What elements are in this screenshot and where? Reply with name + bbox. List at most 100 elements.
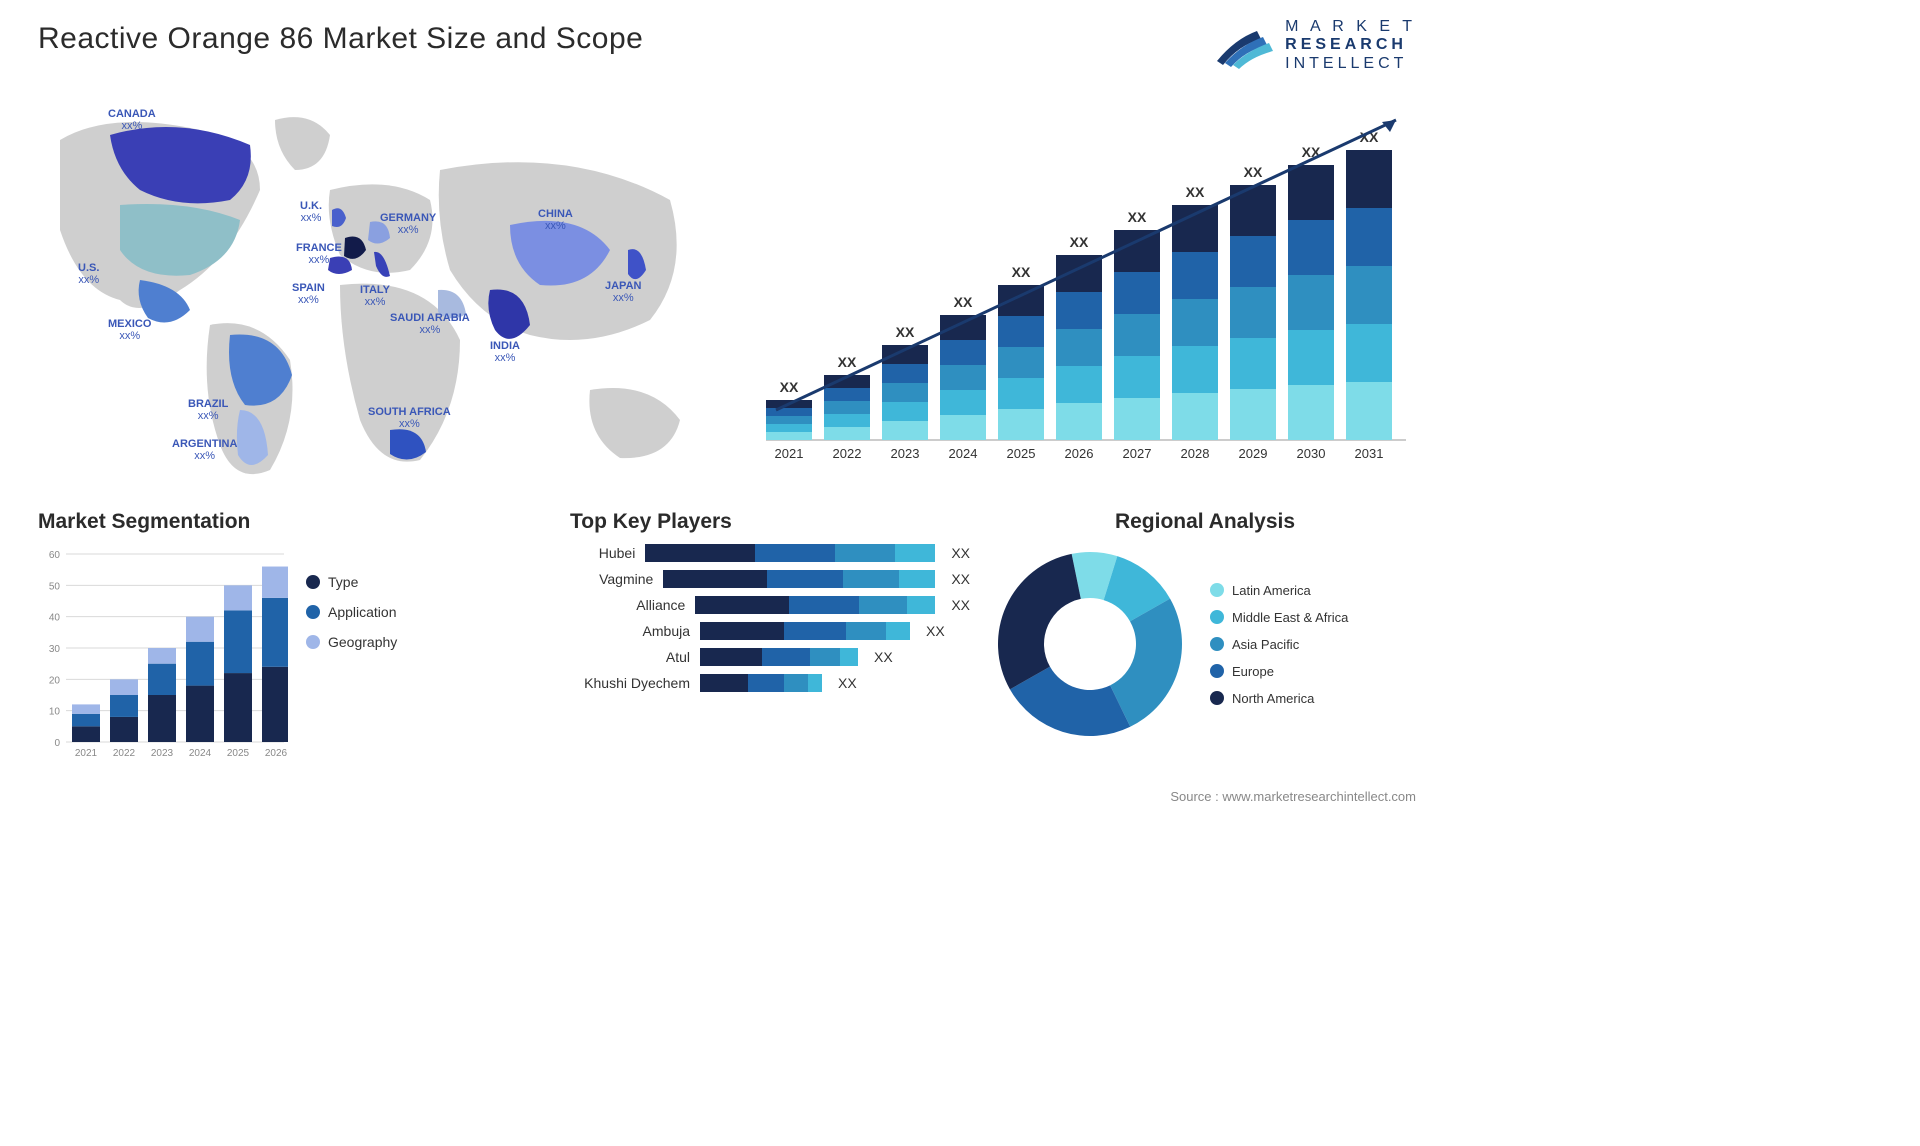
player-name: Vagmine xyxy=(570,571,653,587)
svg-text:XX: XX xyxy=(1070,234,1089,250)
player-value: XX xyxy=(951,545,970,561)
svg-text:20: 20 xyxy=(49,675,61,686)
map-label-spain: SPAINxx% xyxy=(292,282,325,306)
map-label-saudi-arabia: SAUDI ARABIAxx% xyxy=(390,312,470,336)
player-row-vagmine: VagmineXX xyxy=(570,570,970,588)
map-label-argentina: ARGENTINAxx% xyxy=(172,438,237,462)
player-value: XX xyxy=(951,597,970,613)
svg-text:XX: XX xyxy=(1186,184,1205,200)
players-section: Top Key Players HubeiXXVagmineXXAlliance… xyxy=(570,510,970,780)
map-label-china: CHINAxx% xyxy=(538,208,573,232)
player-row-ambuja: Ambuja XX xyxy=(570,622,970,640)
svg-text:2025: 2025 xyxy=(1007,446,1036,461)
map-label-france: FRANCExx% xyxy=(296,242,342,266)
player-row-atul: Atul XX xyxy=(570,648,970,666)
regional-section: Regional Analysis Latin America Middle Ea… xyxy=(990,510,1420,780)
region-legend-asia-pacific: Asia Pacific xyxy=(1210,637,1348,652)
svg-text:2027: 2027 xyxy=(1123,446,1152,461)
map-label-south-africa: SOUTH AFRICAxx% xyxy=(368,406,451,430)
player-row-hubei: Hubei XX xyxy=(570,544,970,562)
logo-swoosh-icon xyxy=(1215,21,1275,71)
svg-text:2022: 2022 xyxy=(833,446,862,461)
region-legend-north-america: North America xyxy=(1210,691,1348,706)
player-bar xyxy=(695,596,935,614)
svg-text:2025: 2025 xyxy=(227,748,250,759)
seg-legend-application: Application xyxy=(306,604,397,620)
seg-legend-type: Type xyxy=(306,574,397,590)
svg-text:2030: 2030 xyxy=(1297,446,1326,461)
svg-text:2024: 2024 xyxy=(189,748,212,759)
svg-text:2022: 2022 xyxy=(113,748,136,759)
logo-line1: M A R K E T xyxy=(1285,18,1416,36)
player-name: Ambuja xyxy=(570,623,690,639)
seg-legend-geography: Geography xyxy=(306,634,397,650)
segmentation-section: Market Segmentation 0 10 20 30 40 50 60 2021 202… xyxy=(38,510,458,780)
region-legend-latin-america: Latin America xyxy=(1210,583,1348,598)
player-value: XX xyxy=(926,623,945,639)
svg-text:50: 50 xyxy=(49,581,61,592)
logo-line3: INTELLECT xyxy=(1285,55,1416,73)
logo-line2: RESEARCH xyxy=(1285,36,1416,54)
svg-text:2021: 2021 xyxy=(75,748,98,759)
svg-text:2023: 2023 xyxy=(151,748,174,759)
player-value: XX xyxy=(874,649,893,665)
svg-text:2024: 2024 xyxy=(949,446,978,461)
svg-text:2026: 2026 xyxy=(1065,446,1094,461)
segmentation-legend: Type Application Geography xyxy=(306,574,397,650)
regional-title: Regional Analysis xyxy=(990,510,1420,534)
map-label-india: INDIAxx% xyxy=(490,340,520,364)
svg-text:2028: 2028 xyxy=(1181,446,1210,461)
player-row-khushi-dyechem: Khushi Dyechem XX xyxy=(570,674,970,692)
map-label-brazil: BRAZILxx% xyxy=(188,398,228,422)
player-bar xyxy=(645,544,935,562)
map-label-u.k.: U.K.xx% xyxy=(300,200,322,224)
player-name: Khushi Dyechem xyxy=(570,675,690,691)
map-label-germany: GERMANYxx% xyxy=(380,212,436,236)
svg-text:XX: XX xyxy=(954,294,973,310)
svg-text:XX: XX xyxy=(1244,164,1263,180)
segmentation-chart: 0 10 20 30 40 50 60 2021 2022 2023 2024 2025 2026 xyxy=(38,544,288,764)
player-bar xyxy=(700,648,858,666)
region-legend-europe: Europe xyxy=(1210,664,1348,679)
svg-text:2021: 2021 xyxy=(775,446,804,461)
svg-text:40: 40 xyxy=(49,613,61,624)
segmentation-title: Market Segmentation xyxy=(38,510,458,534)
svg-text:2023: 2023 xyxy=(891,446,920,461)
svg-text:2029: 2029 xyxy=(1239,446,1268,461)
logo: M A R K E T RESEARCH INTELLECT xyxy=(1215,18,1416,73)
player-name: Hubei xyxy=(570,545,635,561)
svg-text:30: 30 xyxy=(49,644,61,655)
map-label-canada: CANADAxx% xyxy=(108,108,156,132)
logo-text: M A R K E T RESEARCH INTELLECT xyxy=(1285,18,1416,73)
svg-text:XX: XX xyxy=(838,354,857,370)
region-legend-middle-east-africa: Middle East & Africa xyxy=(1210,610,1348,625)
player-value: XX xyxy=(838,675,857,691)
players-title: Top Key Players xyxy=(570,510,970,534)
world-map: CANADAxx% U.S.xx% MEXICOxx% BRAZILxx% ARGENT… xyxy=(30,90,710,490)
svg-text:XX: XX xyxy=(1012,264,1031,280)
source-text: Source : www.marketresearchintellect.com xyxy=(1170,789,1416,804)
svg-text:XX: XX xyxy=(780,379,799,395)
players-rows: HubeiXXVagmineXXAllianceXXAmbujaXXAtulXX… xyxy=(570,544,970,692)
page-title: Reactive Orange 86 Market Size and Scope xyxy=(38,22,643,56)
regional-donut xyxy=(990,544,1190,744)
svg-text:2026: 2026 xyxy=(265,748,288,759)
map-label-mexico: MEXICOxx% xyxy=(108,318,151,342)
player-name: Atul xyxy=(570,649,690,665)
svg-text:10: 10 xyxy=(49,707,61,718)
svg-text:XX: XX xyxy=(896,324,915,340)
player-row-alliance: Alliance XX xyxy=(570,596,970,614)
svg-text:2031: 2031 xyxy=(1355,446,1384,461)
map-label-u.s.: U.S.xx% xyxy=(78,262,99,286)
regional-legend: Latin America Middle East & Africa Asia Pa… xyxy=(1210,583,1348,706)
player-bar xyxy=(700,674,822,692)
map-label-italy: ITALYxx% xyxy=(360,284,390,308)
player-bar xyxy=(663,570,935,588)
svg-text:60: 60 xyxy=(49,550,61,561)
growth-chart: XX 2021 XX 2022 XX 2023 XX 2024 XX 2025 XX 2026 XX 20… xyxy=(746,100,1416,470)
svg-text:0: 0 xyxy=(54,738,60,749)
map-label-japan: JAPANxx% xyxy=(605,280,641,304)
svg-text:XX: XX xyxy=(1128,209,1147,225)
player-name: Alliance xyxy=(570,597,685,613)
player-bar xyxy=(700,622,910,640)
